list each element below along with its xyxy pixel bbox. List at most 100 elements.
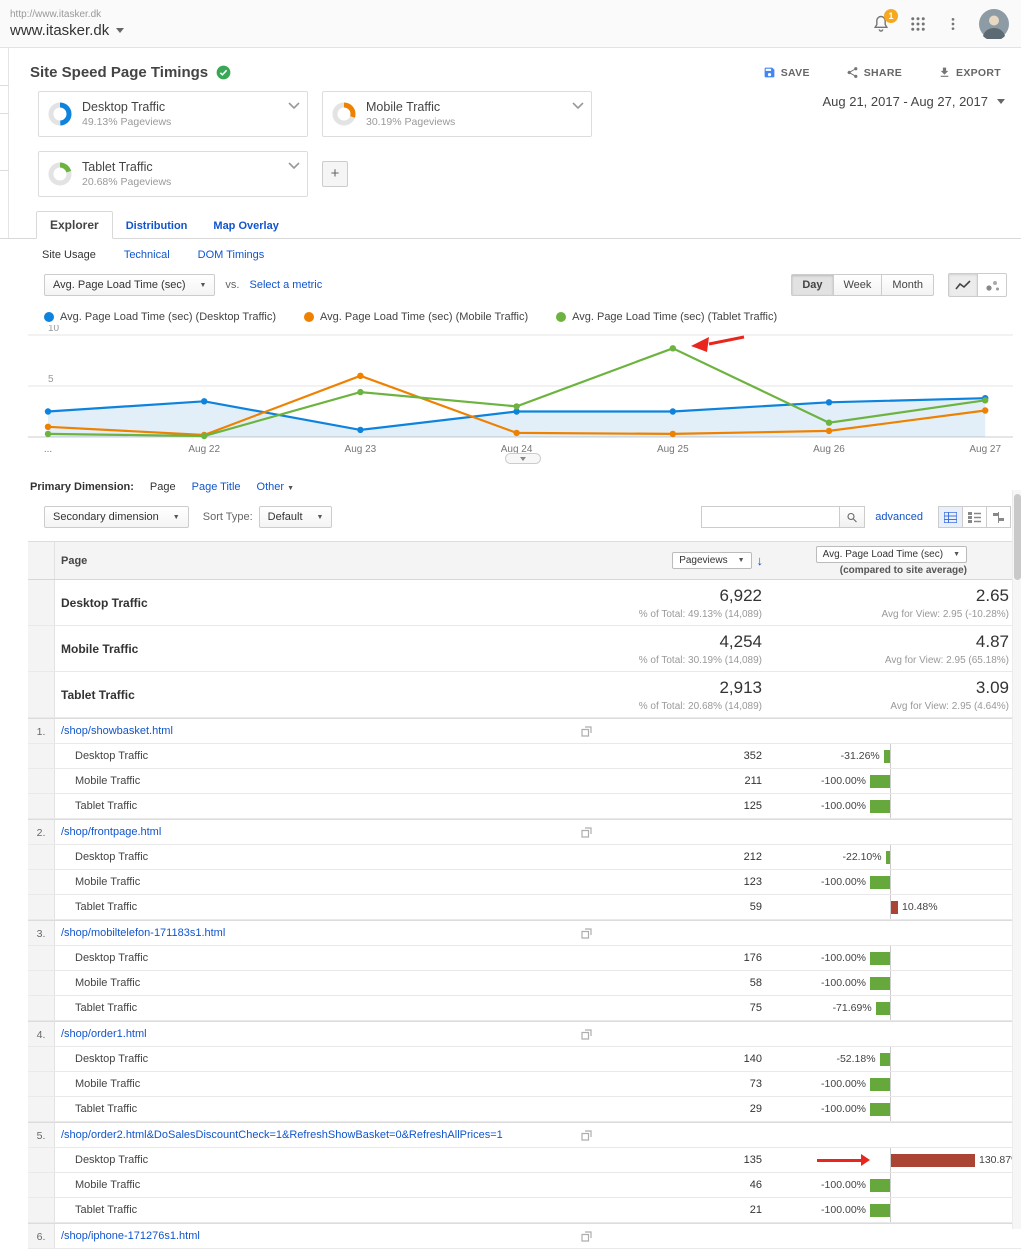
- sort-descending-icon[interactable]: ↓: [756, 553, 764, 568]
- page-link[interactable]: /shop/mobiltelefon-171183s1.html: [61, 926, 226, 939]
- dimension-page[interactable]: Page: [149, 481, 176, 493]
- metric-select[interactable]: Avg. Page Load Time (sec) ▼: [44, 274, 216, 296]
- page-link[interactable]: /shop/showbasket.html: [61, 724, 173, 737]
- pageviews-total-sub: % of Total: 30.19% (14,089): [638, 654, 762, 666]
- add-segment-button[interactable]: +: [322, 161, 348, 187]
- scrollbar[interactable]: [1012, 490, 1021, 1229]
- search-button[interactable]: [839, 506, 866, 528]
- save-icon: [764, 67, 775, 78]
- svg-text:10: 10: [48, 325, 60, 334]
- open-in-new-window-icon[interactable]: [581, 1230, 592, 1242]
- sort-type-button[interactable]: Default ▼: [258, 506, 333, 528]
- open-in-new-window-icon[interactable]: [581, 1129, 592, 1141]
- pageviews-total-sub: % of Total: 49.13% (14,089): [638, 608, 762, 620]
- save-button[interactable]: SAVE: [757, 65, 816, 80]
- collapsed-sidebar[interactable]: [0, 48, 9, 238]
- comparison-bar-negative: [870, 1078, 890, 1091]
- metric-group-tabs: Site Usage Technical DOM Timings: [0, 239, 1021, 261]
- motion-chart-view-button[interactable]: [977, 273, 1007, 297]
- row-number-cell: [28, 1097, 55, 1121]
- segment-row: Tablet Traffic 29 -100.00%: [28, 1097, 1021, 1122]
- comparison-view-button[interactable]: [986, 506, 1011, 528]
- open-in-new-window-icon[interactable]: [581, 826, 592, 838]
- line-chart-view-button[interactable]: [948, 273, 978, 297]
- chevron-down-icon: ▼: [316, 513, 324, 521]
- open-in-new-window-icon[interactable]: [581, 1028, 592, 1040]
- comparison-cell: -52.18%: [765, 1047, 1021, 1071]
- open-in-new-window-icon[interactable]: [581, 725, 592, 737]
- select-metric-link[interactable]: Select a metric: [249, 279, 323, 291]
- apps-grid-button[interactable]: [909, 15, 927, 33]
- metric-total-sub: Avg for View: 2.95 (65.18%): [884, 654, 1009, 666]
- dimension-page-title[interactable]: Page Title: [191, 481, 241, 493]
- secondary-dimension-button[interactable]: Secondary dimension ▼: [44, 506, 189, 528]
- subtab-site-usage[interactable]: Site Usage: [42, 249, 96, 261]
- subtab-dom-timings[interactable]: DOM Timings: [197, 249, 265, 261]
- account-area: http://www.itasker.dk www.itasker.dk: [10, 9, 125, 39]
- avatar[interactable]: [979, 8, 1009, 39]
- open-in-new-window-icon[interactable]: [581, 927, 592, 939]
- page-link[interactable]: /shop/order2.html&DoSalesDiscountCheck=1…: [61, 1128, 503, 1141]
- chevron-down-icon[interactable]: [288, 157, 300, 175]
- metric-column-subtitle: (compared to site average): [839, 564, 967, 576]
- comparison-bar-negative: [875, 1002, 890, 1015]
- metric-column-select[interactable]: Avg. Page Load Time (sec) ▼: [815, 545, 967, 563]
- advanced-link[interactable]: advanced: [875, 511, 923, 523]
- tab-explorer[interactable]: Explorer: [36, 211, 113, 239]
- row-number: 4.: [28, 1022, 55, 1046]
- legend-label: Avg. Page Load Time (sec) (Mobile Traffi…: [320, 311, 529, 323]
- comparison-cell: -100.00%: [765, 794, 1021, 818]
- segment-card-desktop[interactable]: Desktop Traffic 49.13% Pageviews: [38, 91, 308, 137]
- share-button[interactable]: SHARE: [840, 65, 908, 80]
- line-chart-icon: [955, 279, 971, 289]
- page-link[interactable]: /shop/iphone-171276s1.html: [61, 1229, 200, 1242]
- pageviews-value: 75: [749, 1002, 762, 1014]
- pageviews-column-label: Pageviews: [679, 555, 728, 566]
- table-row: 6. /shop/iphone-171276s1.html: [28, 1223, 1021, 1249]
- chevron-down-icon[interactable]: [572, 97, 584, 115]
- scrollbar-thumb[interactable]: [1014, 494, 1021, 580]
- page-link[interactable]: /shop/frontpage.html: [61, 825, 162, 838]
- granularity-day[interactable]: Day: [791, 274, 834, 296]
- segment-detail: 49.13% Pageviews: [82, 116, 172, 128]
- segment-label: Desktop Traffic: [75, 1053, 149, 1065]
- segment-row: Tablet Traffic 21 -100.00%: [28, 1198, 1021, 1223]
- view-switcher: [938, 506, 1011, 528]
- vs-label: vs.: [225, 279, 240, 291]
- notifications-button[interactable]: 1: [871, 8, 898, 34]
- search-input[interactable]: [701, 506, 840, 528]
- comparison-cell: -100.00%: [765, 769, 1021, 793]
- segment-row: Mobile Traffic 211 -100.00%: [28, 769, 1021, 794]
- date-range-selector[interactable]: Aug 21, 2017 - Aug 27, 2017: [822, 94, 1005, 109]
- tab-distribution[interactable]: Distribution: [125, 220, 188, 232]
- metric-total: 2.65: [975, 585, 1009, 605]
- chevron-down-icon[interactable]: [288, 97, 300, 115]
- metric-select-value: Avg. Page Load Time (sec): [53, 279, 186, 291]
- data-table-view-button[interactable]: [938, 506, 963, 528]
- export-button[interactable]: EXPORT: [932, 65, 1007, 80]
- segment-card-tablet[interactable]: Tablet Traffic 20.68% Pageviews: [38, 151, 308, 197]
- apps-grid-icon: [911, 16, 925, 31]
- granularity-week[interactable]: Week: [832, 274, 883, 296]
- timeline-expander[interactable]: [505, 453, 541, 464]
- account-selector[interactable]: www.itasker.dk: [10, 22, 125, 39]
- tab-map-overlay[interactable]: Map Overlay: [213, 220, 279, 232]
- subtab-technical[interactable]: Technical: [123, 249, 170, 261]
- segment-detail: 20.68% Pageviews: [82, 176, 172, 188]
- notification-badge: 1: [884, 8, 898, 23]
- pivot-view-button[interactable]: [962, 506, 987, 528]
- pageviews-column-select[interactable]: Pageviews ▼: [672, 552, 752, 569]
- comparison-axis: [890, 769, 891, 793]
- granularity-month[interactable]: Month: [881, 274, 934, 296]
- comparison-axis: [890, 946, 891, 970]
- dimension-other[interactable]: Other ▼: [257, 481, 295, 493]
- bell-icon: [873, 15, 889, 32]
- pageviews-value: 29: [749, 1103, 762, 1115]
- legend-dot-icon: [44, 312, 54, 322]
- page-link[interactable]: /shop/order1.html: [61, 1027, 147, 1040]
- table-view-icon: [944, 511, 957, 523]
- segment-card-mobile[interactable]: Mobile Traffic 30.19% Pageviews: [322, 91, 592, 137]
- overflow-menu-button[interactable]: [945, 15, 961, 33]
- segment-label: Mobile Traffic: [75, 1078, 141, 1090]
- page-column-header: Page: [61, 554, 88, 567]
